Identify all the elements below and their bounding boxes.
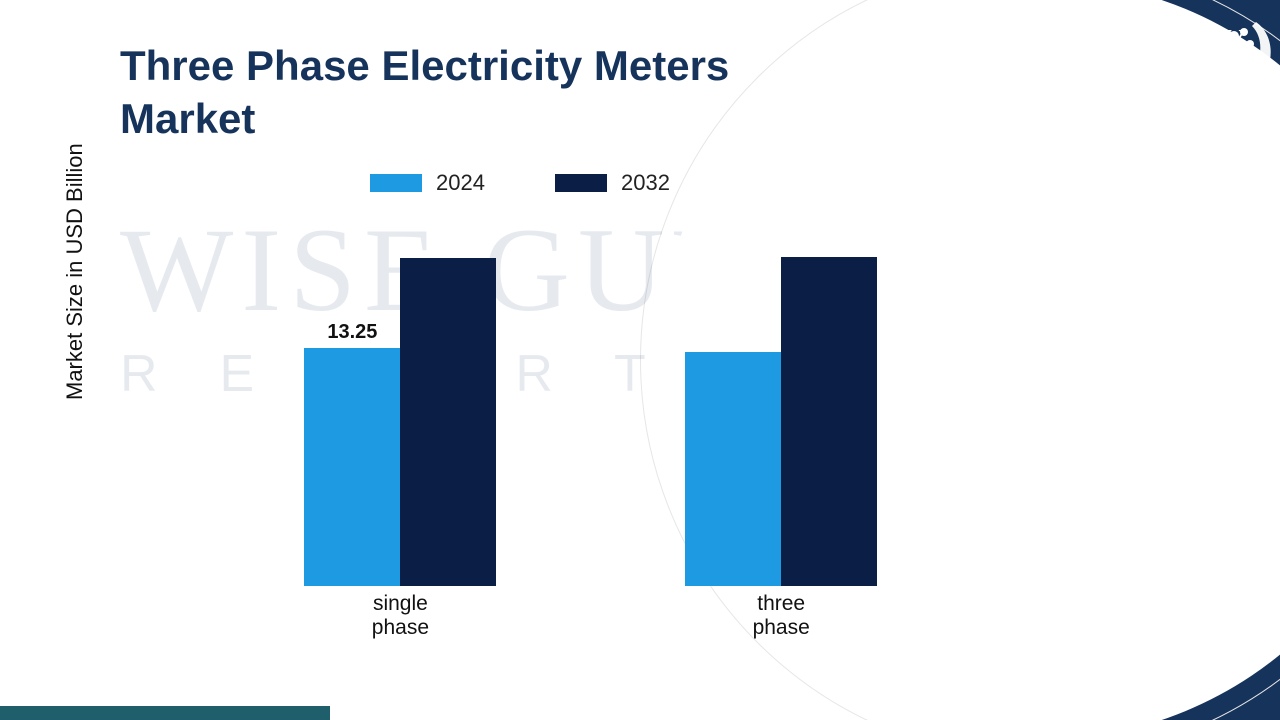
bar-single_phase-2024: 13.25 — [304, 348, 400, 587]
legend-item-2032: 2032 — [555, 170, 670, 196]
legend-swatch-2032 — [555, 174, 607, 192]
category-label-three_phase: three phase — [753, 586, 810, 640]
y-axis-label: Market Size in USD Billion — [62, 143, 88, 400]
chart-title: Three Phase Electricity Meters Market — [120, 40, 760, 145]
bar-group-single_phase: 13.25single phase — [304, 258, 496, 586]
legend-label-2024: 2024 — [436, 170, 485, 196]
brand-line1: WISE GUY — [1049, 24, 1250, 62]
legend-swatch-2024 — [370, 174, 422, 192]
category-label-single_phase: single phase — [372, 586, 429, 640]
brand-logo: WISE GUY REPORTS — [1049, 24, 1250, 81]
bar-value-single_phase-2024: 13.25 — [327, 321, 377, 344]
bar-chart: 2024 2032 13.25single phasethree phase — [130, 170, 910, 650]
bottom-accent-strip — [0, 706, 330, 720]
bar-three_phase-2024 — [685, 352, 781, 586]
bar-group-three_phase: three phase — [685, 257, 877, 586]
bar-three_phase-2032 — [781, 257, 877, 586]
legend-item-2024: 2024 — [370, 170, 485, 196]
legend-label-2032: 2032 — [621, 170, 670, 196]
legend: 2024 2032 — [130, 170, 910, 196]
brand-line2: REPORTS — [1049, 64, 1214, 81]
bar-single_phase-2032 — [400, 258, 496, 586]
plot-area: 13.25single phase three phase — [210, 226, 890, 586]
